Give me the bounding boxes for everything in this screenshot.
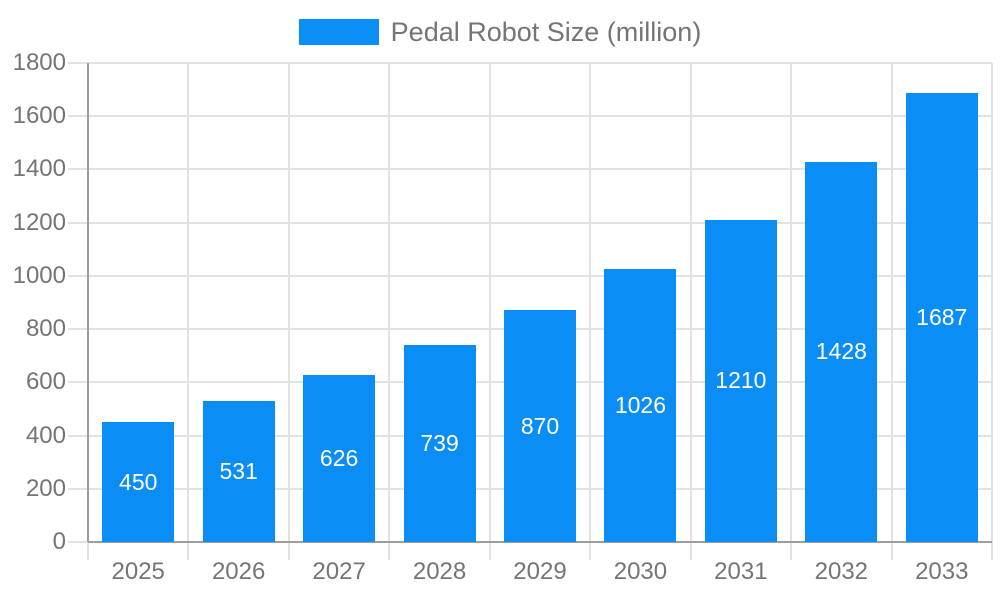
x-gridline xyxy=(890,63,893,560)
bar-2030[interactable]: 1026 xyxy=(604,268,677,542)
x-axis-tick-label: 2029 xyxy=(513,558,567,585)
x-gridline xyxy=(287,63,290,560)
legend-color-swatch xyxy=(298,19,379,45)
bar-value-label: 1687 xyxy=(916,304,968,331)
x-axis-tick-label: 2030 xyxy=(613,558,668,585)
y-axis-tick-label: 1200 xyxy=(12,208,66,236)
x-gridline xyxy=(388,63,391,560)
x-axis-tick-label: 2033 xyxy=(915,558,969,585)
bar-2029[interactable]: 870 xyxy=(504,310,576,542)
x-gridline xyxy=(689,63,692,560)
bar-2026[interactable]: 531 xyxy=(202,400,275,542)
bar-2033[interactable]: 1687 xyxy=(905,93,978,542)
bar-value-label: 531 xyxy=(219,457,258,484)
x-gridline xyxy=(488,63,491,560)
y-axis-tick-label: 200 xyxy=(25,474,66,502)
bar-value-label: 1210 xyxy=(715,367,767,394)
y-axis-tick-label: 1400 xyxy=(12,155,66,183)
bar-2027[interactable]: 626 xyxy=(303,375,376,542)
x-axis-tick-label: 2032 xyxy=(814,558,869,585)
x-axis-tick-label: 2026 xyxy=(211,558,266,585)
x-gridline xyxy=(589,63,592,560)
bar-value-label: 626 xyxy=(319,445,359,472)
chart-legend[interactable]: Pedal Robot Size (million) xyxy=(0,17,1000,47)
y-axis-tick-label: 1000 xyxy=(12,261,66,289)
y-axis-tick-label: 1800 xyxy=(12,49,66,76)
x-axis-tick-label: 2027 xyxy=(312,558,366,585)
x-axis-tick-label: 2028 xyxy=(412,558,467,585)
y-gridline xyxy=(68,274,992,277)
y-axis-tick-label: 400 xyxy=(25,421,66,449)
x-gridline xyxy=(991,63,993,560)
y-axis-tick-label: 1600 xyxy=(12,102,66,130)
bar-2031[interactable]: 1210 xyxy=(704,220,777,542)
y-axis-tick-label: 800 xyxy=(25,315,66,343)
x-axis-tick-label: 2025 xyxy=(111,558,165,585)
bar-2028[interactable]: 739 xyxy=(403,345,476,542)
bar-value-label: 739 xyxy=(420,430,459,457)
bar-value-label: 1428 xyxy=(815,338,867,365)
x-gridline xyxy=(790,63,793,560)
y-axis-tick-label: 0 xyxy=(52,528,66,555)
y-gridline xyxy=(68,168,992,171)
bar-2032[interactable]: 1428 xyxy=(805,161,878,542)
y-gridline xyxy=(68,62,992,64)
y-axis-tick-label: 600 xyxy=(25,368,66,396)
x-axis-line xyxy=(88,541,992,543)
bar-value-label: 870 xyxy=(520,412,560,439)
legend-label: Pedal Robot Size (million) xyxy=(390,17,702,47)
x-gridline xyxy=(187,63,190,560)
bar-2025[interactable]: 450 xyxy=(102,422,175,542)
y-gridline xyxy=(68,115,992,118)
x-axis-tick-label: 2031 xyxy=(714,558,768,585)
bar-value-label: 450 xyxy=(119,468,158,495)
y-axis-line xyxy=(87,63,89,542)
y-gridline xyxy=(68,221,992,224)
bar-value-label: 1026 xyxy=(614,391,667,418)
